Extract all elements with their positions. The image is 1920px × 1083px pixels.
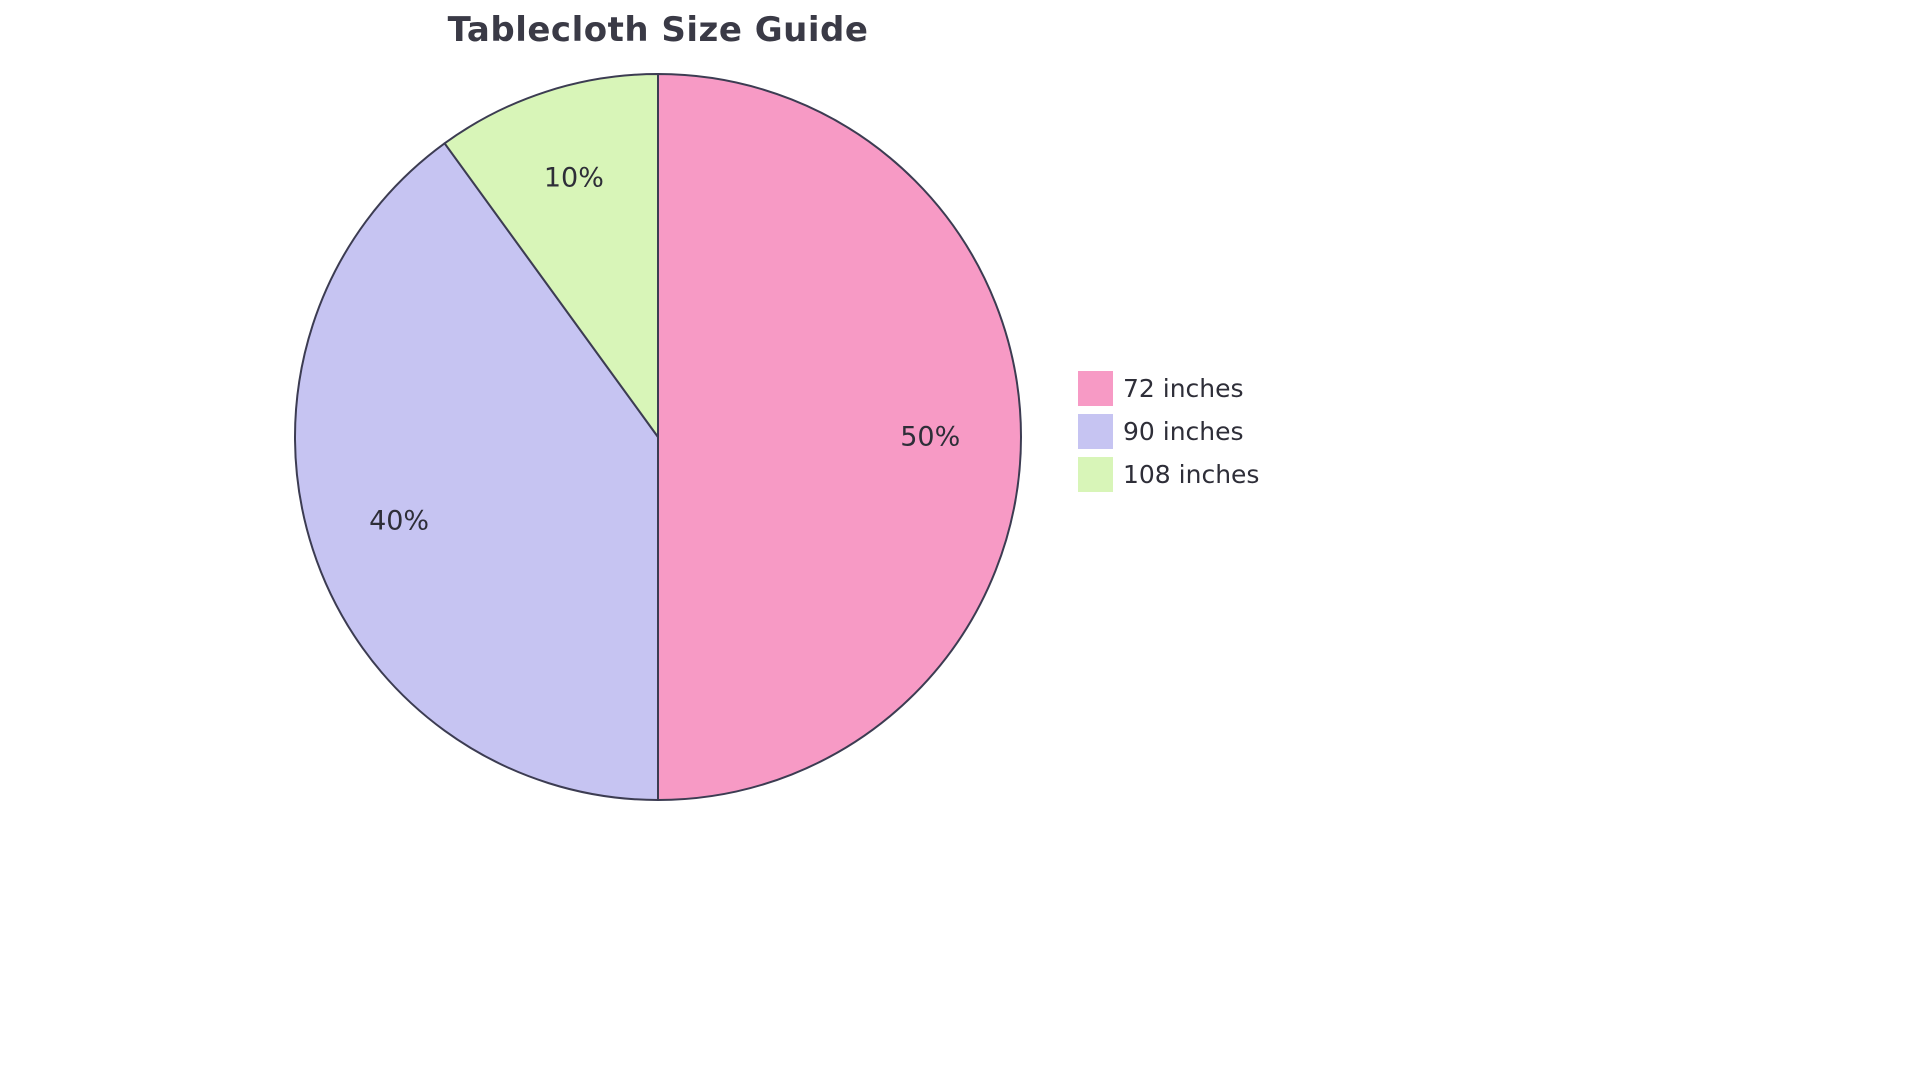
slice-percent-label: 10% <box>544 163 604 194</box>
pie-slice-90-inches <box>294 142 659 801</box>
pie-slice-108-inches <box>443 73 659 438</box>
legend-item-72-inches[interactable]: 72 inches <box>1078 371 1259 406</box>
legend-label: 90 inches <box>1123 417 1244 446</box>
legend-item-108-inches[interactable]: 108 inches <box>1078 457 1259 492</box>
slice-percent-label: 40% <box>369 506 429 537</box>
pie-slice-72-inches <box>657 73 1022 801</box>
legend-item-90-inches[interactable]: 90 inches <box>1078 414 1259 449</box>
legend: 72 inches 90 inches 108 inches <box>1078 371 1259 492</box>
legend-swatch <box>1078 457 1113 492</box>
chart-title: Tablecloth Size Guide <box>447 10 869 50</box>
legend-swatch <box>1078 371 1113 406</box>
legend-label: 72 inches <box>1123 374 1244 403</box>
legend-swatch <box>1078 414 1113 449</box>
legend-label: 108 inches <box>1123 460 1260 489</box>
slice-percent-label: 50% <box>900 422 960 453</box>
